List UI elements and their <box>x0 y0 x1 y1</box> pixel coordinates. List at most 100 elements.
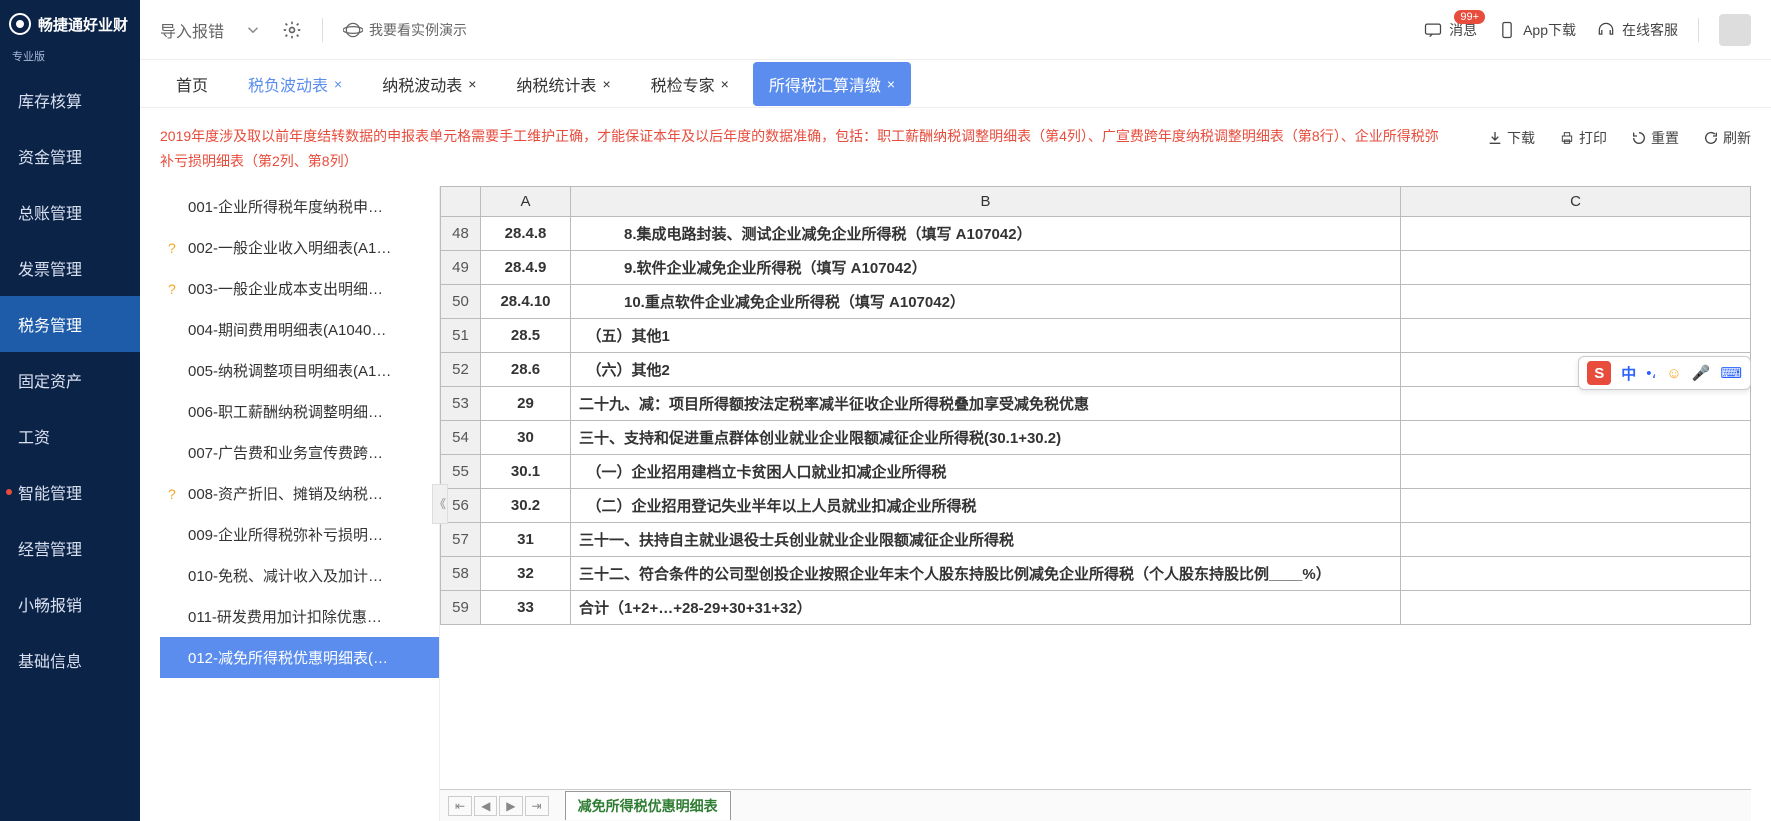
row-head[interactable]: 48 <box>441 217 481 251</box>
tree-item-2[interactable]: ?003-一般企业成本支出明细… <box>160 268 439 309</box>
tree-item-1[interactable]: ?002-一般企业收入明细表(A1… <box>160 227 439 268</box>
cell-c[interactable] <box>1401 251 1751 285</box>
search-area[interactable]: 导入报错 <box>160 18 224 42</box>
collapse-handle[interactable]: 《 <box>432 484 448 524</box>
sheet-corner[interactable] <box>441 187 481 217</box>
cell-c[interactable] <box>1401 285 1751 319</box>
row-head[interactable]: 51 <box>441 319 481 353</box>
cell-a[interactable]: 28.6 <box>481 353 571 387</box>
sheet-tab[interactable]: 减免所得税优惠明细表 <box>565 791 731 820</box>
tree-item-6[interactable]: 007-广告费和业务宣传费跨… <box>160 432 439 473</box>
cell-a[interactable]: 33 <box>481 591 571 625</box>
gear-icon[interactable] <box>282 20 302 40</box>
tree-item-0[interactable]: 001-企业所得税年度纳税申… <box>160 186 439 227</box>
cell-b[interactable]: （六）其他2 <box>571 353 1401 387</box>
cell-b[interactable]: （一）企业招用建档立卡贫困人口就业扣减企业所得税 <box>571 455 1401 489</box>
row-head[interactable]: 59 <box>441 591 481 625</box>
cell-b[interactable]: 合计（1+2+…+28-29+30+31+32） <box>571 591 1401 625</box>
nav-item-1[interactable]: 资金管理 <box>0 128 140 184</box>
nav-item-9[interactable]: 小畅报销 <box>0 576 140 632</box>
row-head[interactable]: 57 <box>441 523 481 557</box>
cell-c[interactable] <box>1401 489 1751 523</box>
tab-4[interactable]: 税检专家× <box>635 62 745 106</box>
ime-toolbar[interactable]: S 中 •، ☺ 🎤 ⌨ <box>1578 356 1751 390</box>
tree-item-5[interactable]: 006-职工薪酬纳税调整明细… <box>160 391 439 432</box>
cell-b[interactable]: 10.重点软件企业减免企业所得税（填写 A107042） <box>571 285 1401 319</box>
download-btn[interactable]: 下载 <box>1487 128 1535 148</box>
tree-item-8[interactable]: 009-企业所得税弥补亏损明… <box>160 514 439 555</box>
sheet-nav-next[interactable]: ▶ <box>499 796 522 816</box>
sheet-scroll[interactable]: ABC 4828.4.8 8.集成电路封装、测试企业减免企业所得税（填写 A107… <box>440 186 1751 789</box>
print-btn[interactable]: 打印 <box>1559 128 1607 148</box>
tab-close-3[interactable]: × <box>602 76 610 92</box>
cell-a[interactable]: 30.1 <box>481 455 571 489</box>
ime-mic-icon[interactable]: 🎤 <box>1692 364 1711 382</box>
cell-b[interactable]: 9.软件企业减免企业所得税（填写 A107042） <box>571 251 1401 285</box>
row-head[interactable]: 50 <box>441 285 481 319</box>
support-button[interactable]: 在线客服 <box>1596 20 1678 40</box>
ime-lang[interactable]: 中 <box>1621 363 1636 384</box>
tab-close-4[interactable]: × <box>721 76 729 92</box>
row-head[interactable]: 53 <box>441 387 481 421</box>
tree-item-11[interactable]: 012-减免所得税优惠明细表(… <box>160 637 439 678</box>
cell-a[interactable]: 28.4.10 <box>481 285 571 319</box>
help-icon[interactable]: ? <box>168 240 176 256</box>
tree-item-9[interactable]: 010-免税、减计收入及加计… <box>160 555 439 596</box>
ime-punct-icon[interactable]: •، <box>1646 364 1656 382</box>
cell-c[interactable] <box>1401 421 1751 455</box>
tab-close-5[interactable]: × <box>887 76 895 92</box>
nav-item-7[interactable]: 智能管理 <box>0 464 140 520</box>
cell-b[interactable]: 三十二、符合条件的公司型创投企业按照企业年末个人股东持股比例减免企业所得税（个人… <box>571 557 1401 591</box>
cell-c[interactable] <box>1401 455 1751 489</box>
reset-btn[interactable]: 重置 <box>1631 128 1679 148</box>
cell-a[interactable]: 30.2 <box>481 489 571 523</box>
cell-b[interactable]: （二）企业招用登记失业半年以上人员就业扣减企业所得税 <box>571 489 1401 523</box>
tree-item-3[interactable]: 004-期间费用明细表(A1040… <box>160 309 439 350</box>
nav-item-3[interactable]: 发票管理 <box>0 240 140 296</box>
row-head[interactable]: 49 <box>441 251 481 285</box>
nav-item-10[interactable]: 基础信息 <box>0 632 140 688</box>
messages-button[interactable]: 消息 99+ <box>1423 20 1477 40</box>
nav-item-8[interactable]: 经营管理 <box>0 520 140 576</box>
tab-0[interactable]: 首页 <box>160 62 224 106</box>
tree-item-4[interactable]: 005-纳税调整项目明细表(A1… <box>160 350 439 391</box>
cell-b[interactable]: 三十、支持和促进重点群体创业就业企业限额减征企业所得税(30.1+30.2) <box>571 421 1401 455</box>
tree-item-7[interactable]: ?008-资产折旧、摊销及纳税… <box>160 473 439 514</box>
nav-item-4[interactable]: 税务管理 <box>0 296 140 352</box>
cell-c[interactable] <box>1401 319 1751 353</box>
ime-keyboard-icon[interactable]: ⌨ <box>1720 364 1742 382</box>
cell-a[interactable]: 28.5 <box>481 319 571 353</box>
nav-item-6[interactable]: 工资 <box>0 408 140 464</box>
cell-a[interactable]: 28.4.8 <box>481 217 571 251</box>
cell-a[interactable]: 31 <box>481 523 571 557</box>
row-head[interactable]: 54 <box>441 421 481 455</box>
avatar[interactable] <box>1719 14 1751 46</box>
nav-item-0[interactable]: 库存核算 <box>0 72 140 128</box>
col-head-B[interactable]: B <box>571 187 1401 217</box>
sheet-nav-first[interactable]: ⇤ <box>448 796 472 816</box>
col-head-C[interactable]: C <box>1401 187 1751 217</box>
cell-a[interactable]: 28.4.9 <box>481 251 571 285</box>
nav-item-5[interactable]: 固定资产 <box>0 352 140 408</box>
sheet-nav-prev[interactable]: ◀ <box>474 796 497 816</box>
cell-a[interactable]: 29 <box>481 387 571 421</box>
cell-b[interactable]: 8.集成电路封装、测试企业减免企业所得税（填写 A107042） <box>571 217 1401 251</box>
cell-b[interactable]: 二十九、减：项目所得额按法定税率减半征收企业所得税叠加享受减免税优惠 <box>571 387 1401 421</box>
tab-3[interactable]: 纳税统计表× <box>500 62 626 106</box>
demo-link[interactable]: 我要看实例演示 <box>343 20 467 40</box>
cell-c[interactable] <box>1401 217 1751 251</box>
tab-2[interactable]: 纳税波动表× <box>366 62 492 106</box>
cell-a[interactable]: 32 <box>481 557 571 591</box>
cell-a[interactable]: 30 <box>481 421 571 455</box>
ime-emoji-icon[interactable]: ☺ <box>1666 365 1681 382</box>
tree-item-10[interactable]: 011-研发费用加计扣除优惠… <box>160 596 439 637</box>
tab-close-2[interactable]: × <box>468 76 476 92</box>
cell-c[interactable] <box>1401 591 1751 625</box>
tab-close-1[interactable]: × <box>334 76 342 92</box>
cell-c[interactable] <box>1401 557 1751 591</box>
tab-5[interactable]: 所得税汇算清缴× <box>753 62 911 106</box>
col-head-A[interactable]: A <box>481 187 571 217</box>
nav-item-2[interactable]: 总账管理 <box>0 184 140 240</box>
help-icon[interactable]: ? <box>168 486 176 502</box>
tab-1[interactable]: 税负波动表× <box>232 62 358 106</box>
